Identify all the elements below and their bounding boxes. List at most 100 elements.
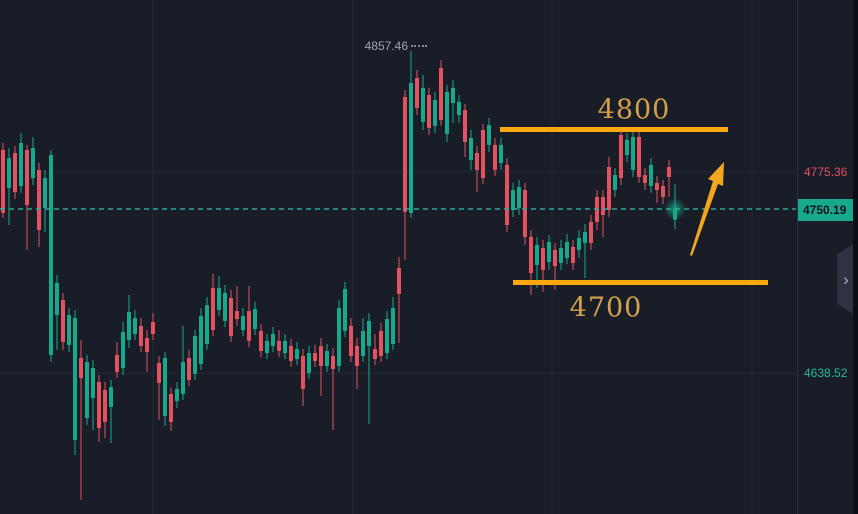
candle	[373, 349, 377, 360]
candle	[247, 311, 251, 341]
candle	[91, 368, 95, 398]
candle	[517, 187, 521, 208]
candle	[277, 340, 281, 351]
candle	[403, 97, 407, 212]
candle	[649, 164, 653, 187]
candle	[631, 136, 635, 170]
candle	[499, 144, 503, 164]
candle	[601, 197, 605, 216]
candle	[73, 317, 77, 440]
candle	[85, 362, 89, 418]
candle	[43, 178, 47, 208]
candle	[295, 349, 299, 360]
candle	[13, 153, 17, 193]
candle	[667, 167, 671, 178]
candle	[583, 231, 587, 244]
candle	[37, 169, 41, 231]
candle	[541, 248, 545, 270]
candle	[181, 362, 185, 394]
candle	[271, 334, 275, 346]
candle	[7, 158, 11, 188]
candle	[325, 350, 329, 366]
candle	[319, 345, 323, 366]
candle	[187, 358, 191, 380]
candle	[535, 244, 539, 265]
candle	[25, 149, 29, 206]
candle	[511, 189, 515, 211]
expand-panel-button[interactable]: ›	[837, 244, 853, 314]
candle	[49, 154, 53, 355]
candle	[229, 297, 233, 336]
candle	[1, 149, 5, 213]
candle	[121, 331, 125, 369]
candle	[139, 325, 143, 346]
candle	[559, 248, 563, 264]
candle	[565, 241, 569, 259]
candle	[613, 174, 617, 190]
last-price-badge: 4750.19	[798, 199, 853, 221]
candle	[223, 292, 227, 321]
candle	[523, 189, 527, 237]
candle	[253, 308, 257, 330]
candle	[109, 387, 113, 407]
candle	[151, 321, 155, 335]
candle	[493, 144, 497, 170]
candle	[211, 287, 215, 331]
candle	[115, 354, 119, 373]
candle	[79, 358, 83, 379]
candle	[571, 246, 575, 264]
candle	[433, 100, 437, 126]
candle	[163, 358, 167, 417]
candle	[343, 288, 347, 331]
candle	[67, 315, 71, 345]
candle	[619, 135, 623, 179]
candle	[415, 78, 419, 108]
candle	[625, 139, 629, 155]
candle	[607, 167, 611, 211]
candle	[217, 287, 221, 311]
high-price-label: 4857.46	[364, 39, 408, 54]
candle	[235, 311, 239, 320]
candle	[505, 164, 509, 226]
candle	[463, 110, 467, 142]
candle	[61, 300, 65, 342]
candle	[97, 382, 101, 428]
candle	[31, 148, 35, 179]
candle	[175, 388, 179, 402]
arrow-annotation[interactable]	[690, 162, 724, 256]
candle	[475, 153, 479, 170]
candle	[19, 143, 23, 187]
candle	[577, 238, 581, 250]
window-edge	[853, 0, 858, 514]
candle	[169, 393, 173, 422]
candle	[337, 307, 341, 366]
candle	[487, 125, 491, 145]
candle	[157, 363, 161, 383]
candle	[301, 355, 305, 389]
candle	[313, 353, 317, 361]
candle	[205, 305, 209, 345]
candle	[331, 355, 335, 369]
candle	[103, 389, 107, 422]
candle	[409, 82, 413, 213]
candle	[643, 174, 647, 183]
candle	[367, 320, 371, 346]
candle	[469, 137, 473, 160]
axis-price-label-low: 4638.52	[804, 366, 848, 381]
candle	[241, 316, 245, 331]
candle	[391, 307, 395, 345]
support-level-label[interactable]: 4700	[569, 292, 643, 324]
candle	[661, 186, 665, 198]
candle	[349, 325, 353, 356]
candle	[265, 340, 269, 354]
candle	[589, 221, 593, 244]
candle	[421, 87, 425, 122]
candle	[481, 130, 485, 179]
candle	[193, 335, 197, 374]
candle	[397, 268, 401, 294]
candle	[553, 249, 557, 266]
resistance-level-label[interactable]: 4800	[597, 94, 671, 126]
candle	[385, 319, 389, 354]
candle	[55, 282, 59, 316]
